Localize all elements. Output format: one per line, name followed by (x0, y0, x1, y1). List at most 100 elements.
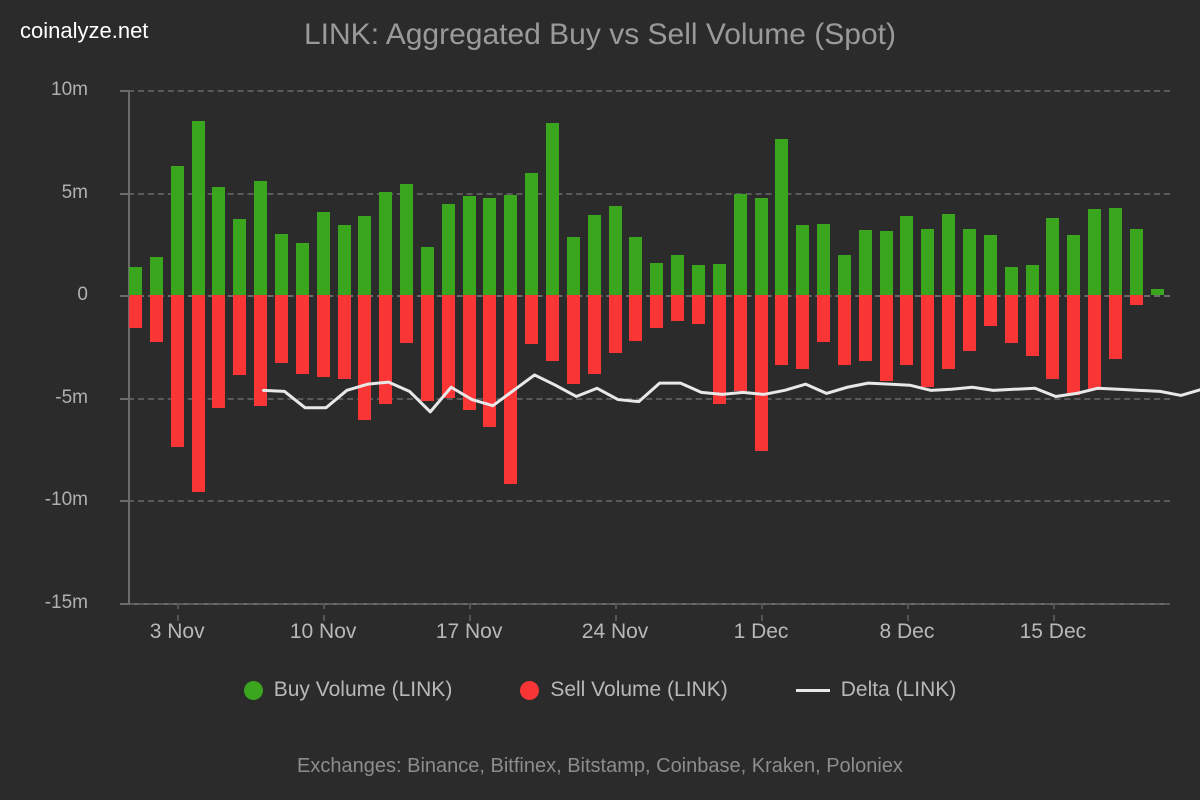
sell-volume-bar[interactable] (129, 295, 142, 329)
buy-volume-bar[interactable] (879, 230, 893, 296)
sell-volume-bar[interactable] (712, 295, 726, 404)
sell-volume-bar[interactable] (837, 295, 851, 365)
buy-volume-bar[interactable] (420, 246, 434, 296)
buy-volume-bar[interactable] (837, 255, 851, 296)
buy-volume-bar[interactable] (337, 225, 351, 296)
buy-volume-bar[interactable] (608, 205, 622, 296)
buy-volume-bar[interactable] (1046, 218, 1060, 296)
sell-volume-bar[interactable] (358, 295, 372, 421)
buy-volume-bar[interactable] (379, 191, 393, 296)
sell-volume-bar[interactable] (462, 295, 476, 411)
sell-volume-bar[interactable] (963, 295, 976, 351)
sell-volume-bar[interactable] (817, 295, 831, 343)
sell-volume-bar[interactable] (1004, 295, 1018, 344)
buy-volume-bar[interactable] (942, 214, 956, 296)
buy-volume-bar[interactable] (1150, 289, 1164, 296)
legend-buy-volume[interactable]: Buy Volume (LINK) (243, 678, 452, 702)
sell-volume-bar[interactable] (149, 295, 163, 343)
buy-volume-bar[interactable] (1108, 207, 1122, 296)
sell-volume-bar[interactable] (1108, 295, 1122, 359)
legend-sell-volume[interactable]: Sell Volume (LINK) (520, 678, 728, 702)
sell-volume-bar[interactable] (650, 295, 664, 329)
sell-volume-bar[interactable] (233, 295, 247, 376)
sell-volume-bar[interactable] (316, 295, 330, 378)
buy-volume-bar[interactable] (254, 181, 268, 296)
buy-volume-bar[interactable] (170, 165, 184, 296)
sell-volume-bar[interactable] (858, 295, 872, 361)
sell-volume-bar[interactable] (775, 295, 789, 365)
buy-volume-bar[interactable] (775, 139, 789, 296)
buy-volume-bar[interactable] (900, 216, 914, 296)
sell-volume-bar[interactable] (274, 295, 288, 363)
sell-volume-bar[interactable] (212, 295, 226, 409)
sell-volume-bar[interactable] (983, 295, 997, 326)
buy-volume-bar[interactable] (546, 122, 559, 296)
sell-volume-bar[interactable] (1067, 295, 1081, 395)
sell-volume-bar[interactable] (441, 295, 455, 398)
buy-volume-bar[interactable] (504, 194, 518, 296)
buy-volume-bar[interactable] (1004, 267, 1018, 296)
sell-volume-bar[interactable] (629, 295, 643, 342)
sell-volume-bar[interactable] (420, 295, 434, 401)
buy-volume-bar[interactable] (483, 197, 497, 296)
buy-volume-bar[interactable] (129, 267, 142, 296)
buy-volume-bar[interactable] (817, 224, 831, 296)
buy-volume-bar[interactable] (400, 184, 414, 296)
sell-volume-bar[interactable] (504, 295, 518, 484)
sell-volume-bar[interactable] (379, 295, 393, 404)
sell-volume-bar[interactable] (1046, 295, 1060, 380)
sell-volume-bar[interactable] (879, 295, 893, 382)
sell-volume-bar[interactable] (546, 295, 559, 361)
buy-volume-bar[interactable] (1067, 234, 1081, 296)
buy-volume-bar[interactable] (1025, 265, 1039, 296)
buy-volume-bar[interactable] (149, 257, 163, 296)
buy-volume-bar[interactable] (274, 233, 288, 296)
sell-volume-bar[interactable] (1129, 295, 1143, 306)
sell-volume-bar[interactable] (900, 295, 914, 365)
buy-volume-bar[interactable] (1129, 228, 1143, 296)
buy-volume-bar[interactable] (691, 265, 705, 296)
sell-volume-bar[interactable] (191, 295, 205, 493)
buy-volume-bar[interactable] (858, 229, 872, 296)
legend-delta[interactable]: Delta (LINK) (795, 678, 956, 702)
buy-volume-bar[interactable] (295, 242, 309, 296)
sell-volume-bar[interactable] (921, 295, 935, 387)
buy-volume-bar[interactable] (629, 236, 643, 296)
sell-volume-bar[interactable] (525, 295, 539, 345)
buy-volume-bar[interactable] (358, 216, 372, 296)
sell-volume-bar[interactable] (608, 295, 622, 353)
buy-volume-bar[interactable] (525, 173, 539, 296)
buy-volume-bar[interactable] (441, 203, 455, 296)
sell-volume-bar[interactable] (671, 295, 685, 321)
sell-volume-bar[interactable] (796, 295, 810, 370)
buy-volume-bar[interactable] (963, 228, 976, 296)
buy-volume-bar[interactable] (587, 215, 601, 296)
sell-volume-bar[interactable] (400, 295, 414, 344)
sell-volume-bar[interactable] (1025, 295, 1039, 356)
buy-volume-bar[interactable] (754, 197, 768, 296)
sell-volume-bar[interactable] (1088, 295, 1102, 390)
buy-volume-bar[interactable] (1088, 209, 1102, 296)
buy-volume-bar[interactable] (733, 193, 747, 296)
sell-volume-bar[interactable] (254, 295, 268, 406)
buy-volume-bar[interactable] (650, 263, 664, 296)
buy-volume-bar[interactable] (566, 236, 580, 296)
buy-volume-bar[interactable] (316, 212, 330, 296)
buy-volume-bar[interactable] (983, 234, 997, 296)
sell-volume-bar[interactable] (754, 295, 768, 452)
buy-volume-bar[interactable] (712, 264, 726, 296)
buy-volume-bar[interactable] (921, 228, 935, 296)
buy-volume-bar[interactable] (462, 195, 476, 296)
sell-volume-bar[interactable] (337, 295, 351, 380)
sell-volume-bar[interactable] (587, 295, 601, 375)
sell-volume-bar[interactable] (942, 295, 956, 370)
sell-volume-bar[interactable] (483, 295, 497, 427)
buy-volume-bar[interactable] (191, 120, 205, 296)
sell-volume-bar[interactable] (566, 295, 580, 385)
sell-volume-bar[interactable] (170, 295, 184, 448)
buy-volume-bar[interactable] (796, 225, 810, 296)
buy-volume-bar[interactable] (233, 219, 247, 296)
buy-volume-bar[interactable] (671, 255, 685, 296)
sell-volume-bar[interactable] (733, 295, 747, 391)
sell-volume-bar[interactable] (691, 295, 705, 324)
